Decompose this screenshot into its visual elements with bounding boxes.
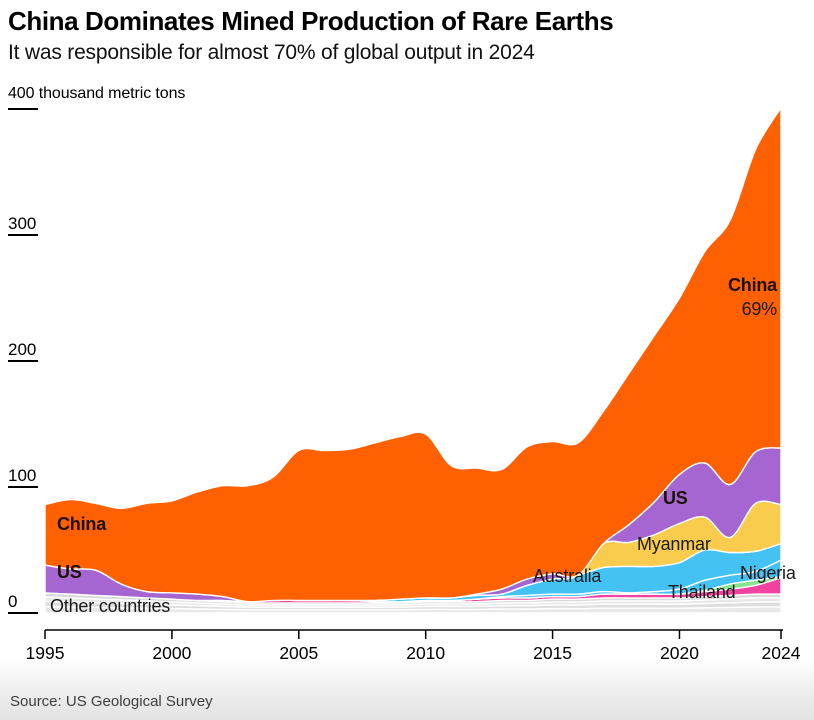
series-label-china: China	[57, 514, 107, 534]
y-axis: 0 100 200 300	[8, 108, 38, 614]
chart-subtitle: It was responsible for almost 70% of glo…	[8, 41, 535, 64]
y-tick-label-200: 200	[8, 340, 36, 359]
series-label-australia: Australia	[533, 566, 602, 586]
series-label-us: US	[57, 562, 82, 582]
series-label-myanmar: Myanmar	[637, 534, 711, 554]
x-axis: 1995 2000 2005 2010 2015 2020 2024	[26, 629, 801, 663]
chart-title: China Dominates Mined Production of Rare…	[8, 6, 614, 36]
x-tick-label-2000: 2000	[152, 643, 191, 663]
x-tick-label-2015: 2015	[533, 643, 572, 663]
y-tick-label-100: 100	[8, 466, 36, 485]
y-tick-label-0: 0	[8, 592, 17, 611]
x-tick-label-2005: 2005	[279, 643, 318, 663]
x-tick-label-2010: 2010	[406, 643, 445, 663]
series-label-69-: 69%	[741, 299, 778, 319]
y-axis-unit-label: 400 thousand metric tons	[8, 85, 185, 103]
series-label-china: China	[727, 275, 777, 295]
y-axis-unit-text: thousand metric tons	[34, 85, 186, 102]
chart-footer: Source: US Geological Survey	[0, 660, 814, 720]
series-label-us: US	[663, 488, 688, 508]
series-label-thailand: Thailand	[668, 582, 736, 602]
y-tick-label-300: 300	[8, 214, 36, 233]
x-tick-label-2024: 2024	[762, 643, 801, 663]
chart-areas	[44, 107, 782, 614]
x-tick-label-2020: 2020	[660, 643, 699, 663]
series-label-other-countries: Other countries	[50, 596, 171, 616]
series-label-nigeria: Nigeria	[740, 563, 796, 583]
source-credit: Source: US Geological Survey	[10, 693, 213, 710]
y-axis-top-tick-value: 400	[8, 85, 35, 102]
area-china	[44, 107, 782, 603]
x-tick-label-1995: 1995	[26, 643, 65, 663]
